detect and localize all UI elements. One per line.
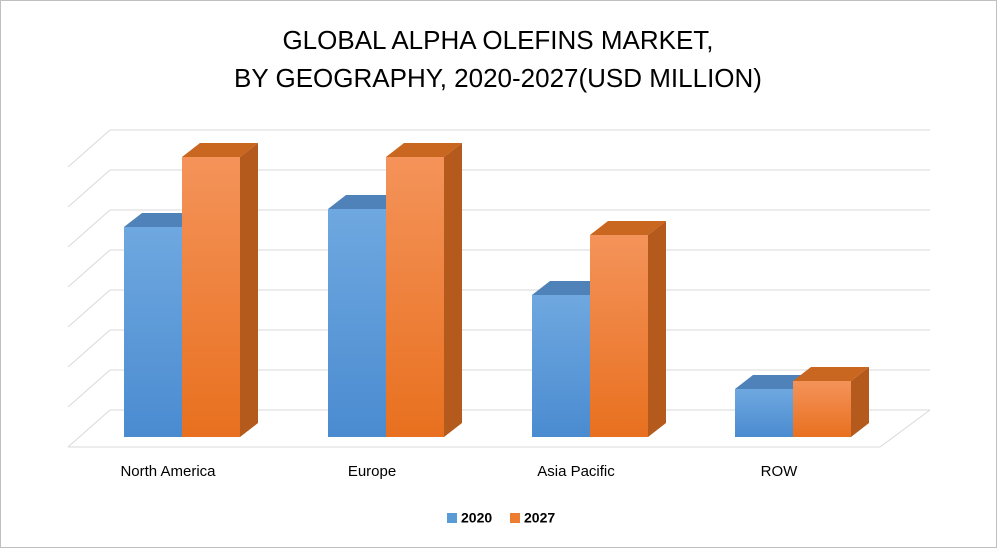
bar-front — [124, 227, 182, 437]
bar — [590, 221, 666, 437]
bar-side — [240, 143, 258, 437]
bar — [386, 143, 462, 437]
bar-top — [735, 375, 811, 389]
bar-side — [444, 143, 462, 437]
bar-front — [386, 157, 444, 437]
bar-front — [735, 389, 793, 437]
grid-line — [67, 129, 111, 168]
legend-swatch — [510, 513, 520, 523]
bar-front — [590, 235, 648, 437]
bar-top — [793, 367, 869, 381]
grid-line — [67, 409, 111, 448]
x-tick-label: North America — [120, 463, 216, 480]
bar-front — [328, 209, 386, 437]
x-tick-label: Europe — [348, 463, 396, 480]
grid-line — [67, 169, 111, 208]
bar — [182, 143, 258, 437]
bar — [793, 367, 869, 437]
grid-line — [67, 289, 111, 328]
bar-side — [851, 367, 869, 437]
legend-label: 2027 — [524, 510, 555, 526]
grid-line — [67, 369, 111, 408]
bar-top — [532, 281, 608, 295]
bar-front — [182, 157, 240, 437]
bar-top — [386, 143, 462, 157]
bar-top — [590, 221, 666, 235]
bar-top — [124, 213, 200, 227]
bar-front — [532, 295, 590, 437]
bar-front — [793, 381, 851, 437]
floor-line — [879, 409, 931, 448]
grid-line — [67, 249, 111, 288]
x-tick-label: ROW — [761, 463, 799, 480]
chart-title: BY GEOGRAPHY, 2020-2027(USD MILLION) — [234, 63, 762, 93]
legend-swatch — [447, 513, 457, 523]
bar-top — [328, 195, 404, 209]
legend-label: 2020 — [461, 510, 492, 526]
grid-line — [67, 329, 111, 368]
grid-line — [67, 209, 111, 248]
bar-top — [182, 143, 258, 157]
x-tick-label: Asia Pacific — [537, 463, 615, 480]
bar-side — [648, 221, 666, 437]
chart-title: GLOBAL ALPHA OLEFINS MARKET, — [282, 25, 713, 55]
